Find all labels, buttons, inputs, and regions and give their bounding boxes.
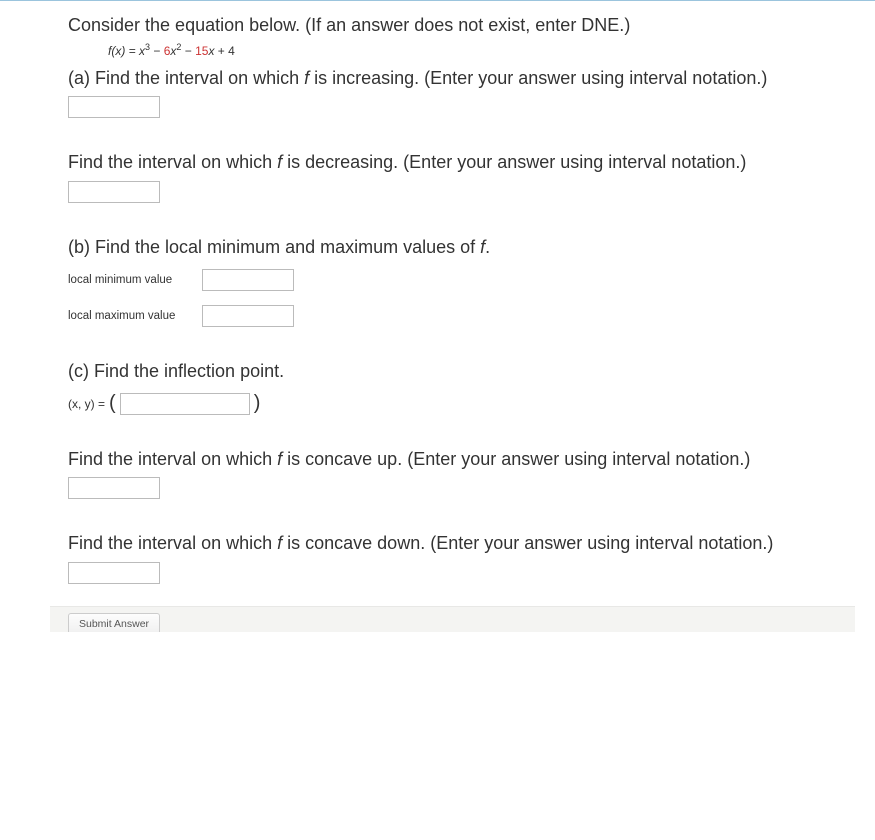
- a1-pre: (a) Find the interval on which: [68, 68, 304, 88]
- input-row-cd: [68, 562, 855, 584]
- instruction-text: Consider the equation below. (If an answ…: [68, 15, 855, 36]
- a2-pre: Find the interval on which: [68, 152, 277, 172]
- local-max-input[interactable]: [202, 305, 294, 327]
- local-min-label: local minimum value: [68, 274, 188, 286]
- close-paren: ): [254, 393, 261, 413]
- eq-lhs: f(x) =: [108, 44, 139, 58]
- b-post: .: [485, 237, 490, 257]
- part-c-title: (c) Find the inflection point.: [68, 359, 855, 383]
- cu-pre: Find the interval on which: [68, 449, 277, 469]
- question-container: Consider the equation below. (If an answ…: [0, 3, 875, 632]
- open-paren: (: [109, 393, 116, 413]
- input-row-cu: [68, 477, 855, 499]
- equation-display: f(x) = x3 − 6x2 − 15x + 4: [108, 42, 855, 58]
- concave-down-input[interactable]: [68, 562, 160, 584]
- cd-pre: Find the interval on which: [68, 533, 277, 553]
- inflection-input[interactable]: [120, 393, 250, 415]
- eq-op1: −: [150, 44, 164, 58]
- eq-const: 4: [228, 44, 235, 58]
- local-max-row: local maximum value: [68, 305, 855, 327]
- interval-decreasing-input[interactable]: [68, 181, 160, 203]
- part-concave-down: Find the interval on which f is concave …: [68, 531, 855, 555]
- footer: Submit Answer: [50, 606, 855, 632]
- cd-post: is concave down. (Enter your answer usin…: [282, 533, 773, 553]
- concave-up-input[interactable]: [68, 477, 160, 499]
- inflection-row: (x, y) = ( ): [68, 393, 260, 415]
- interval-increasing-input[interactable]: [68, 96, 160, 118]
- xy-label: (x, y) =: [68, 397, 105, 411]
- eq-c3: 15: [195, 44, 208, 58]
- input-row-a1: [68, 96, 855, 118]
- local-min-input[interactable]: [202, 269, 294, 291]
- eq-op2: −: [181, 44, 195, 58]
- part-a-increasing: (a) Find the interval on which f is incr…: [68, 66, 855, 90]
- a2-post: is decreasing. (Enter your answer using …: [282, 152, 746, 172]
- a1-post: is increasing. (Enter your answer using …: [309, 68, 767, 88]
- input-row-a2: [68, 181, 855, 203]
- b-pre: (b) Find the local minimum and maximum v…: [68, 237, 480, 257]
- eq-op3: +: [214, 44, 228, 58]
- local-min-row: local minimum value: [68, 269, 855, 291]
- cu-post: is concave up. (Enter your answer using …: [282, 449, 750, 469]
- submit-button[interactable]: Submit Answer: [68, 613, 160, 632]
- local-max-label: local maximum value: [68, 310, 188, 322]
- part-b: (b) Find the local minimum and maximum v…: [68, 235, 855, 259]
- part-a-decreasing: Find the interval on which f is decreasi…: [68, 150, 855, 174]
- part-concave-up: Find the interval on which f is concave …: [68, 447, 855, 471]
